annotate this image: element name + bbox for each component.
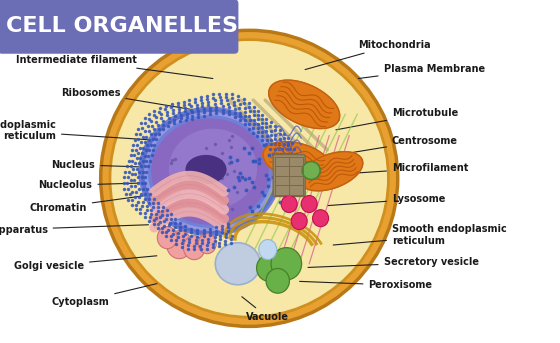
Text: Mitochondria: Mitochondria (305, 39, 431, 70)
Text: Microfilament: Microfilament (330, 163, 468, 175)
Ellipse shape (281, 196, 297, 212)
Polygon shape (300, 152, 363, 191)
Ellipse shape (144, 112, 276, 231)
Ellipse shape (138, 107, 282, 236)
Text: Cytoplasm: Cytoplasm (52, 284, 157, 307)
Ellipse shape (259, 239, 277, 260)
Text: CELL ORGANELLES: CELL ORGANELLES (6, 16, 237, 36)
Text: Vacuole: Vacuole (242, 297, 289, 322)
Text: Microtubule: Microtubule (336, 108, 458, 130)
Text: Nucleolus: Nucleolus (39, 180, 182, 190)
Ellipse shape (148, 115, 272, 228)
Text: Chromatin: Chromatin (30, 192, 168, 213)
Text: Golgi apparatus: Golgi apparatus (0, 225, 148, 235)
Ellipse shape (101, 30, 398, 327)
Ellipse shape (271, 248, 302, 280)
Text: Intermediate filament: Intermediate filament (16, 55, 213, 79)
Ellipse shape (111, 40, 388, 317)
FancyBboxPatch shape (273, 154, 305, 197)
Ellipse shape (167, 231, 192, 259)
Ellipse shape (157, 227, 177, 249)
Text: Golgi vesicle: Golgi vesicle (14, 256, 157, 271)
Ellipse shape (198, 234, 216, 254)
Ellipse shape (266, 269, 290, 293)
Text: Lysosome: Lysosome (328, 194, 445, 205)
Text: Peroxisome: Peroxisome (300, 280, 432, 291)
Polygon shape (263, 142, 332, 181)
Ellipse shape (169, 129, 257, 209)
Ellipse shape (301, 196, 317, 212)
Ellipse shape (215, 243, 260, 285)
Text: Secretory vesicle: Secretory vesicle (308, 257, 479, 268)
Text: Nucleus: Nucleus (52, 159, 171, 170)
Ellipse shape (291, 213, 307, 229)
Text: Ribosomes: Ribosomes (61, 87, 190, 109)
Text: Plasma Membrane: Plasma Membrane (358, 63, 485, 79)
Ellipse shape (256, 255, 282, 281)
FancyBboxPatch shape (0, 0, 239, 54)
Ellipse shape (151, 118, 269, 225)
Ellipse shape (302, 162, 320, 179)
Polygon shape (269, 80, 340, 129)
Ellipse shape (185, 155, 227, 184)
Text: Centrosome: Centrosome (333, 135, 458, 156)
Ellipse shape (312, 210, 329, 227)
Ellipse shape (184, 236, 205, 260)
Text: Smooth endoplasmic
reticulum: Smooth endoplasmic reticulum (333, 224, 507, 246)
Ellipse shape (141, 109, 279, 234)
Text: Rough endoplasmic
reticulum: Rough endoplasmic reticulum (0, 120, 160, 141)
